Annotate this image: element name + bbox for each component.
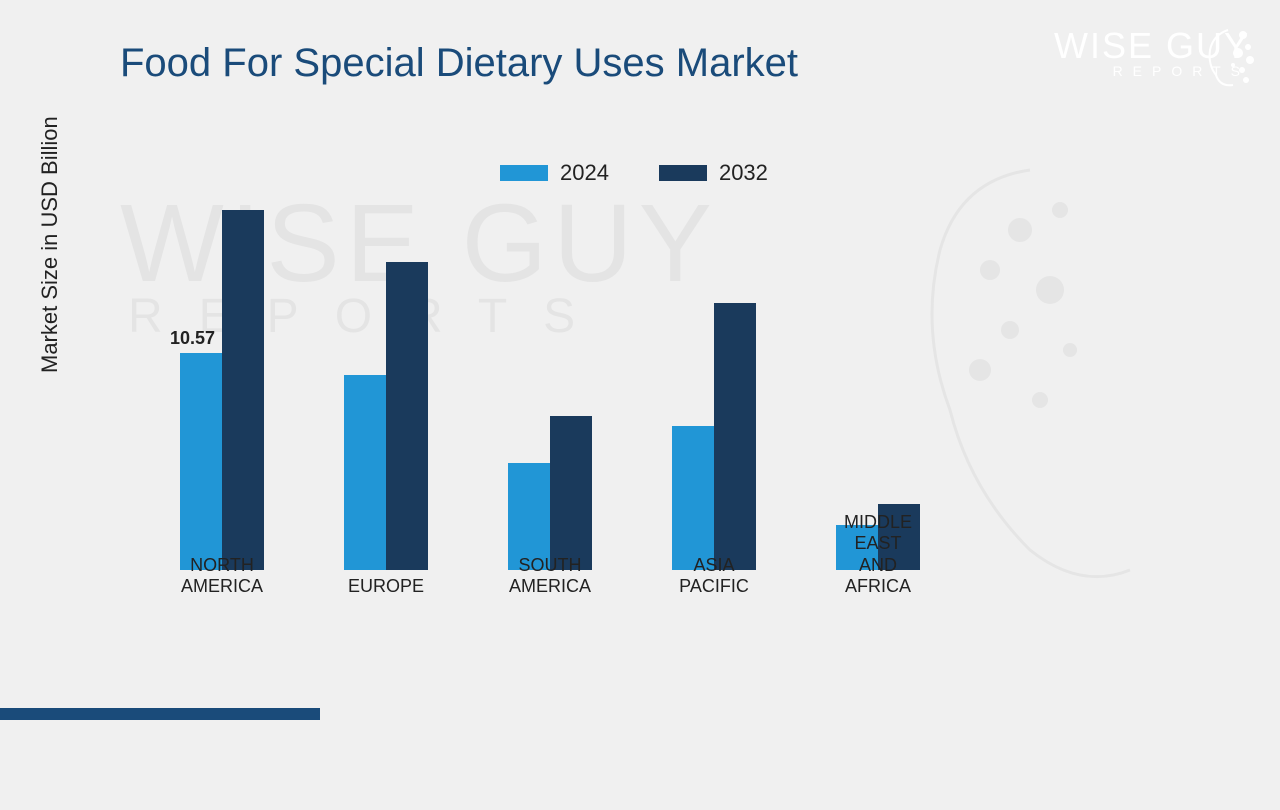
brain-dots-icon xyxy=(1198,25,1258,95)
chart-area: Market Size in USD Billion 2024 2032 NOR… xyxy=(60,160,960,660)
bar-group: SOUTH AMERICA xyxy=(468,416,632,570)
bar-2032 xyxy=(386,262,428,570)
category-label: SOUTH AMERICA xyxy=(490,555,610,598)
bar-group: EUROPE xyxy=(304,262,468,570)
legend-label-2024: 2024 xyxy=(560,160,609,186)
bars-container: NORTH AMERICA10.57EUROPESOUTH AMERICAASI… xyxy=(140,200,960,570)
bar-2024 xyxy=(344,375,386,570)
bar-2032 xyxy=(222,210,264,570)
category-label: NORTH AMERICA xyxy=(162,555,282,598)
legend-item-2032: 2032 xyxy=(659,160,768,186)
bar-2032 xyxy=(714,303,756,570)
bar-group: MIDDLE EAST AND AFRICA xyxy=(796,504,960,570)
bar-2032 xyxy=(550,416,592,570)
brand-logo: WISE GUY REPORTS xyxy=(1054,25,1250,79)
bar-2024 xyxy=(672,426,714,570)
chart-title: Food For Special Dietary Uses Market xyxy=(120,40,798,86)
bottom-accent-bar xyxy=(0,708,320,720)
category-label: ASIA PACIFIC xyxy=(654,555,774,598)
category-label: EUROPE xyxy=(326,576,446,598)
legend-item-2024: 2024 xyxy=(500,160,609,186)
y-axis-label: Market Size in USD Billion xyxy=(37,116,63,373)
bar-2024 xyxy=(180,353,222,570)
legend: 2024 2032 xyxy=(500,160,768,186)
legend-label-2032: 2032 xyxy=(719,160,768,186)
data-value-label: 10.57 xyxy=(170,328,215,349)
legend-swatch-2032 xyxy=(659,165,707,181)
category-label: MIDDLE EAST AND AFRICA xyxy=(818,512,938,598)
bar-group: ASIA PACIFIC xyxy=(632,303,796,570)
bar-group: NORTH AMERICA10.57 xyxy=(140,210,304,570)
legend-swatch-2024 xyxy=(500,165,548,181)
